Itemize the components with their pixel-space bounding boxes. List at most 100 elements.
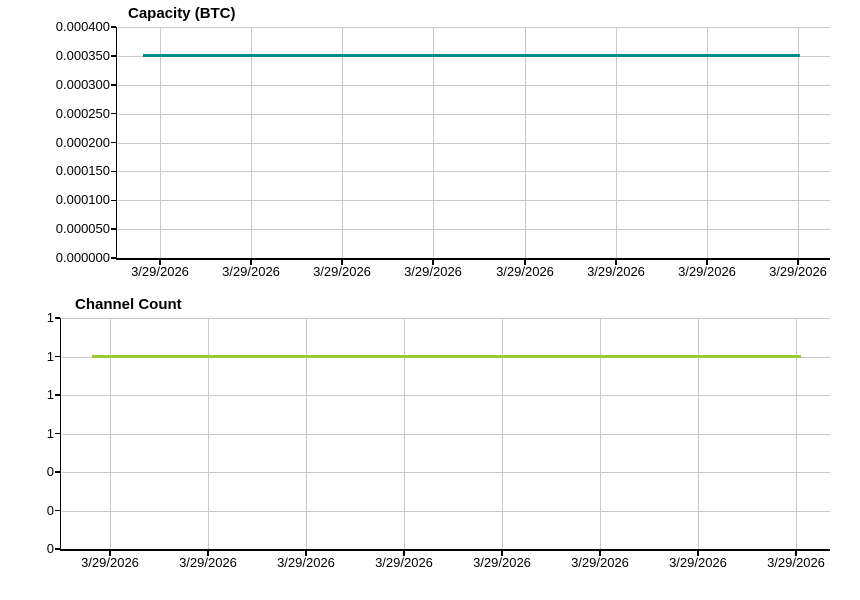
capacity-x-tick-label: 3/29/2026 xyxy=(678,264,736,279)
channel-count-x-tick xyxy=(795,550,797,556)
capacity-v-gridline xyxy=(342,27,343,258)
capacity-y-tick-label: 0.000000 xyxy=(55,250,110,265)
channel-count-v-gridline xyxy=(306,318,307,549)
capacity-v-gridline xyxy=(798,27,799,258)
capacity-h-gridline xyxy=(118,200,830,202)
channel-count-y-tick xyxy=(54,317,60,319)
channel-count-x-tick xyxy=(403,550,405,556)
channel-count-y-tick xyxy=(54,509,60,512)
channel-count-h-gridline xyxy=(62,433,830,435)
capacity-y-tick xyxy=(110,141,116,144)
capacity-h-gridline xyxy=(118,84,830,86)
channel-count-x-tick xyxy=(207,550,209,556)
channel-count-x-tick-label: 3/29/2026 xyxy=(375,555,433,570)
capacity-v-gridline xyxy=(251,27,252,258)
capacity-y-tick xyxy=(110,228,116,230)
capacity-v-gridline xyxy=(160,27,161,258)
capacity-y-tick xyxy=(110,55,116,57)
capacity-x-tick-label: 3/29/2026 xyxy=(131,264,189,279)
channel-count-y-tick xyxy=(54,471,60,473)
channel-count-v-gridline xyxy=(796,318,797,549)
channel-count-h-gridline xyxy=(62,318,830,319)
capacity-x-tick-label: 3/29/2026 xyxy=(769,264,827,279)
channel-count-x-tick xyxy=(501,550,503,556)
channel-count-y-tick-label: 1 xyxy=(46,425,54,441)
capacity-x-tick-label: 3/29/2026 xyxy=(222,264,280,279)
channel-count-y-tick xyxy=(54,394,60,396)
capacity-x-tick xyxy=(159,259,161,265)
channel-count-y-tick-label: 0 xyxy=(46,502,54,518)
capacity-h-gridline xyxy=(118,171,830,173)
capacity-x-tick xyxy=(341,259,343,265)
capacity-y-tick-label: 0.000050 xyxy=(55,221,110,237)
channel-count-v-gridline xyxy=(698,318,699,549)
channel-count-x-tick-label: 3/29/2026 xyxy=(277,555,335,570)
channel-count-x-tick-label: 3/29/2026 xyxy=(473,555,531,570)
capacity-x-tick-label: 3/29/2026 xyxy=(496,264,554,279)
capacity-h-gridline xyxy=(118,142,830,144)
capacity-y-tick-label: 0.000200 xyxy=(55,134,110,150)
channel-count-h-gridline xyxy=(62,472,830,473)
capacity-x-tick xyxy=(432,259,434,265)
channel-count-y-tick xyxy=(54,355,60,358)
channel-count-y-tick xyxy=(54,432,60,435)
capacity-y-tick-label: 0.000300 xyxy=(55,76,110,92)
capacity-y-tick xyxy=(110,26,116,28)
capacity-x-tick xyxy=(706,259,708,265)
capacity-x-tick xyxy=(797,259,799,265)
channel-count-x-tick xyxy=(305,550,307,556)
channel-count-v-gridline xyxy=(502,318,503,549)
capacity-x-tick-label: 3/29/2026 xyxy=(404,264,462,279)
channel-count-h-gridline xyxy=(62,510,830,512)
capacity-x-tick xyxy=(615,259,617,265)
capacity-y-tick xyxy=(110,199,116,201)
channel-count-v-gridline xyxy=(600,318,601,549)
capacity-v-gridline xyxy=(707,27,708,258)
channel-count-x-tick-label: 3/29/2026 xyxy=(81,555,139,570)
channel-count-x-tick xyxy=(109,550,111,556)
channel-count-x-tick-label: 3/29/2026 xyxy=(669,555,727,570)
capacity-x-tick xyxy=(250,259,252,265)
channel-count-chart-title: Channel Count xyxy=(75,296,182,313)
channel-count-y-tick-label: 1 xyxy=(46,387,54,402)
capacity-x-tick-label: 3/29/2026 xyxy=(313,264,371,279)
capacity-y-tick-label: 0.000250 xyxy=(55,105,110,121)
channel-count-x-tick-label: 3/29/2026 xyxy=(179,555,237,570)
capacity-x-tick xyxy=(524,259,526,265)
capacity-y-tick-label: 0.000350 xyxy=(55,47,110,63)
capacity-y-tick-label: 0.000400 xyxy=(55,19,110,34)
channel-count-h-gridline xyxy=(62,395,830,396)
channel-count-x-tick xyxy=(697,550,699,556)
capacity-chart-title: Capacity (BTC) xyxy=(128,5,236,22)
capacity-y-tick xyxy=(110,257,116,259)
channel-count-v-gridline xyxy=(110,318,111,549)
channel-count-y-tick xyxy=(54,548,60,550)
channel-count-y-tick-label: 1 xyxy=(46,348,54,364)
capacity-h-gridline xyxy=(118,113,830,115)
capacity-y-tick-label: 0.000100 xyxy=(55,192,110,208)
capacity-series-line xyxy=(143,54,800,58)
capacity-y-tick xyxy=(110,112,116,115)
capacity-y-axis xyxy=(115,27,117,260)
channel-count-x-axis xyxy=(59,549,830,551)
channel-count-v-gridline xyxy=(208,318,209,549)
capacity-v-gridline xyxy=(616,27,617,258)
capacity-h-gridline xyxy=(118,27,830,28)
channel-count-y-tick-label: 0 xyxy=(46,541,54,556)
channel-count-y-tick-label: 0 xyxy=(46,464,54,479)
capacity-v-gridline xyxy=(525,27,526,258)
capacity-v-gridline xyxy=(433,27,434,258)
capacity-y-tick xyxy=(110,84,116,86)
capacity-x-tick-label: 3/29/2026 xyxy=(587,264,645,279)
capacity-h-gridline xyxy=(118,229,830,231)
channel-count-x-tick-label: 3/29/2026 xyxy=(571,555,629,570)
channel-count-x-tick xyxy=(599,550,601,556)
channel-count-series-line xyxy=(92,355,801,358)
capacity-y-tick-label: 0.000150 xyxy=(55,163,110,179)
channel-count-y-tick-label: 1 xyxy=(46,310,54,325)
capacity-y-tick xyxy=(110,170,116,173)
capacity-x-axis xyxy=(115,258,830,260)
